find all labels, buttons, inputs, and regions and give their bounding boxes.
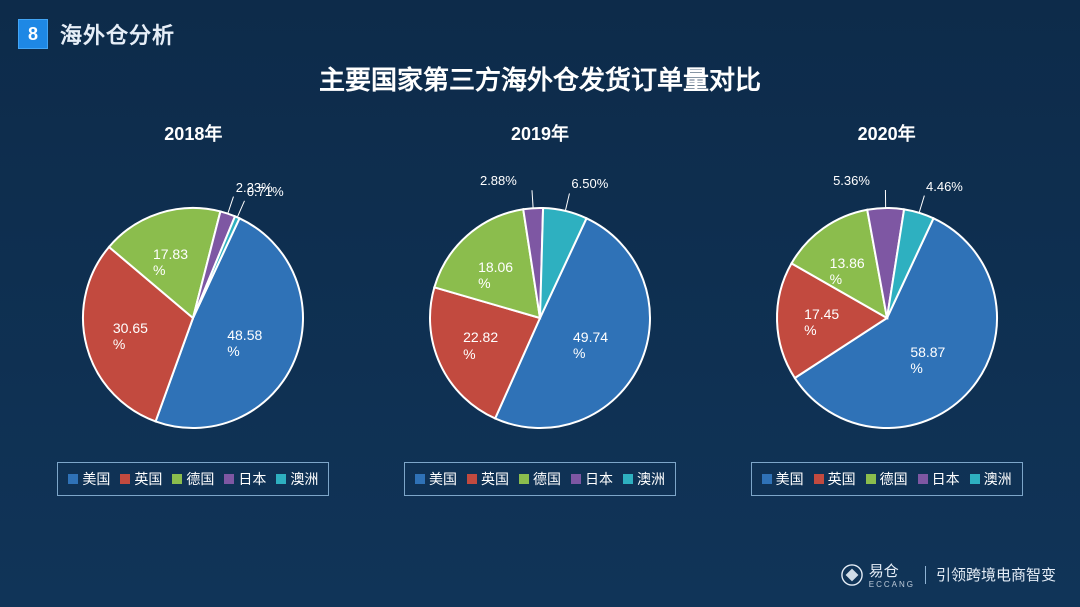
legend-label: 英国 bbox=[134, 469, 162, 489]
legend-swatch bbox=[415, 474, 425, 484]
footer-divider bbox=[925, 566, 926, 584]
legend-label: 日本 bbox=[585, 469, 613, 489]
legend-label: 美国 bbox=[429, 469, 457, 489]
legend-swatch bbox=[762, 474, 772, 484]
slice-label-australia: 6.50% bbox=[571, 177, 608, 192]
year-label: 2019年 bbox=[511, 120, 569, 146]
brand-icon bbox=[841, 564, 863, 586]
legend-item-uk: 英国 bbox=[814, 469, 856, 489]
slice-label-australia: 4.46% bbox=[926, 180, 963, 195]
page-badge: 8 bbox=[18, 19, 48, 49]
legend-item-uk: 英国 bbox=[120, 469, 162, 489]
brand-logo: 易仓 ECCANG bbox=[841, 560, 915, 589]
legend-item-germany: 德国 bbox=[519, 469, 561, 489]
slice-label-uk: 22.82 % bbox=[463, 329, 498, 361]
legend: 美国 英国 德国 日本 澳洲 bbox=[404, 462, 676, 496]
slice-label-japan: 2.88% bbox=[480, 174, 517, 189]
legend-swatch bbox=[68, 474, 78, 484]
chart-column: 2020年 58.87 % 17.45 % 13.86 % 5.36% 4.46% 美国 英国… bbox=[727, 120, 1047, 496]
legend-swatch bbox=[918, 474, 928, 484]
legend-label: 德国 bbox=[880, 469, 908, 489]
legend-swatch bbox=[224, 474, 234, 484]
legend-swatch bbox=[172, 474, 182, 484]
slice-label-uk: 30.65 % bbox=[113, 320, 148, 352]
chart-column: 2018年48.58 %30.65 %17.83 %2.23%0.71%美国英国… bbox=[33, 120, 353, 496]
legend-item-usa: 美国 bbox=[415, 469, 457, 489]
header: 8 海外仓分析 bbox=[18, 18, 175, 50]
chart-column: 2019年 49.74 % 22.82 % 18.06 % 2.88% 6.50% 美国 英国… bbox=[380, 120, 700, 496]
legend-item-australia: 澳洲 bbox=[276, 469, 318, 489]
pie-chart: 58.87 % 17.45 % 13.86 % 5.36% 4.46% bbox=[737, 148, 1037, 448]
legend-swatch bbox=[276, 474, 286, 484]
pie-chart: 48.58 %30.65 %17.83 %2.23%0.71% bbox=[43, 148, 343, 448]
legend-item-australia: 澳洲 bbox=[623, 469, 665, 489]
main-title: 主要国家第三方海外仓发货订单量对比 bbox=[0, 60, 1080, 97]
legend-label: 日本 bbox=[932, 469, 960, 489]
slice-label-uk: 17.45 % bbox=[804, 306, 839, 338]
brand-sub: ECCANG bbox=[869, 581, 915, 589]
legend-label: 美国 bbox=[776, 469, 804, 489]
year-label: 2020年 bbox=[858, 120, 916, 146]
legend-label: 澳洲 bbox=[984, 469, 1012, 489]
legend-label: 德国 bbox=[533, 469, 561, 489]
slice-label-usa: 58.87 % bbox=[910, 344, 945, 376]
legend-item-germany: 德国 bbox=[866, 469, 908, 489]
legend-swatch bbox=[519, 474, 529, 484]
legend-swatch bbox=[571, 474, 581, 484]
legend: 美国 英国 德国 日本 澳洲 bbox=[57, 462, 329, 496]
legend-label: 英国 bbox=[481, 469, 509, 489]
header-title: 海外仓分析 bbox=[60, 18, 175, 50]
charts-row: 2018年48.58 %30.65 %17.83 %2.23%0.71%美国英国… bbox=[0, 120, 1080, 496]
legend-item-usa: 美国 bbox=[762, 469, 804, 489]
footer: 易仓 ECCANG 引领跨境电商智变 bbox=[841, 560, 1056, 589]
legend-swatch bbox=[814, 474, 824, 484]
legend-label: 德国 bbox=[186, 469, 214, 489]
slice-label-usa: 49.74 % bbox=[573, 329, 608, 361]
legend: 美国 英国 德国 日本 澳洲 bbox=[751, 462, 1023, 496]
legend-label: 日本 bbox=[238, 469, 266, 489]
brand-name: 易仓 bbox=[869, 563, 899, 580]
legend-swatch bbox=[866, 474, 876, 484]
legend-swatch bbox=[467, 474, 477, 484]
legend-item-usa: 美国 bbox=[68, 469, 110, 489]
slice-label-germany: 13.86 % bbox=[830, 255, 865, 287]
legend-swatch bbox=[970, 474, 980, 484]
slice-label-japan: 5.36% bbox=[833, 174, 870, 189]
slice-label-germany: 17.83 % bbox=[153, 246, 188, 278]
legend-label: 澳洲 bbox=[290, 469, 318, 489]
footer-tagline: 引领跨境电商智变 bbox=[936, 564, 1056, 585]
slice-label-germany: 18.06 % bbox=[478, 259, 513, 291]
pie-chart: 49.74 % 22.82 % 18.06 % 2.88% 6.50% bbox=[390, 148, 690, 448]
slice-label-usa: 48.58 % bbox=[227, 327, 262, 359]
legend-label: 澳洲 bbox=[637, 469, 665, 489]
legend-item-japan: 日本 bbox=[224, 469, 266, 489]
legend-item-japan: 日本 bbox=[918, 469, 960, 489]
legend-item-australia: 澳洲 bbox=[970, 469, 1012, 489]
legend-label: 美国 bbox=[82, 469, 110, 489]
legend-item-germany: 德国 bbox=[172, 469, 214, 489]
year-label: 2018年 bbox=[164, 120, 222, 146]
legend-swatch bbox=[120, 474, 130, 484]
legend-label: 英国 bbox=[828, 469, 856, 489]
legend-item-uk: 英国 bbox=[467, 469, 509, 489]
legend-swatch bbox=[623, 474, 633, 484]
slice-label-australia: 0.71% bbox=[247, 185, 284, 200]
legend-item-japan: 日本 bbox=[571, 469, 613, 489]
